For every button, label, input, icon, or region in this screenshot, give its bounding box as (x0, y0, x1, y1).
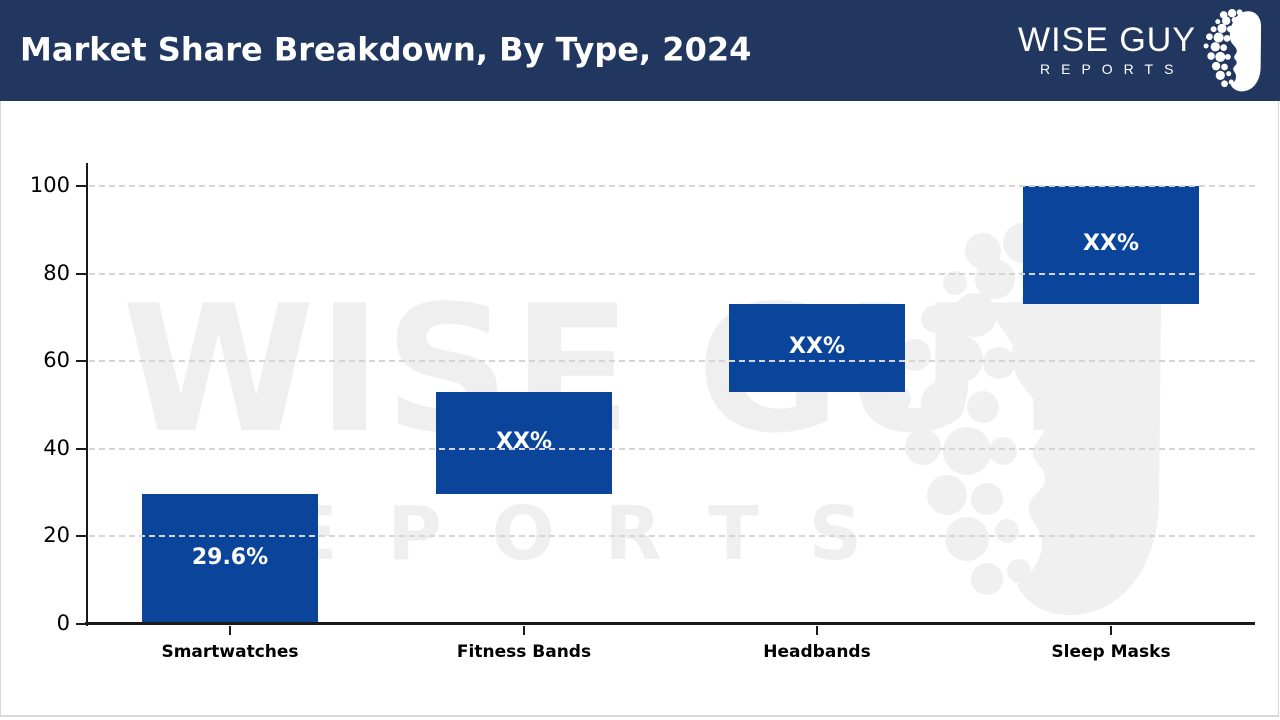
x-tick-0 (229, 626, 231, 635)
y-tick-label-40: 40 (43, 435, 70, 460)
bar-value-label: 29.6% (191, 545, 269, 571)
y-tick-20 (76, 535, 86, 538)
y-tick-100 (76, 185, 86, 187)
x-tick-label-3: Sleep Masks (1051, 642, 1171, 662)
x-tick-label-1: Fitness Bands (456, 642, 592, 662)
gridline-40 (89, 447, 1255, 450)
y-tick-label-20: 20 (43, 523, 70, 548)
bar-value-label: XX% (789, 334, 845, 360)
y-tick-label-60: 60 (43, 348, 70, 373)
y-axis-line (86, 163, 88, 626)
x-tick-3 (1110, 626, 1112, 635)
logo-wordmark: WISE GUY (1018, 21, 1197, 59)
x-tick-2 (816, 626, 818, 635)
y-tick-label-0: 0 (56, 611, 70, 635)
chart-area: WISE GUY REPORTS 0 20 40 60 80 100 29.6% Smartw… (0, 101, 1280, 720)
wise-guy-logo: WISE GUY REPORTS (1018, 7, 1270, 95)
gridline-100 (89, 185, 1255, 187)
y-tick-label-100: 100 (29, 173, 70, 197)
gridline-80 (89, 272, 1255, 275)
bar-fitness-bands (436, 391, 612, 495)
x-tick-label-0: Smartwatches (161, 642, 299, 662)
bar-smartwatches (142, 494, 318, 624)
page-title: Market Share Breakdown, By Type, 2024 (20, 29, 752, 68)
bar-value-label: XX% (496, 429, 552, 455)
bar-headbands (729, 304, 905, 392)
y-tick-label-80: 80 (43, 260, 70, 285)
bar-sleep-masks (1023, 186, 1199, 305)
gridline-60 (89, 360, 1255, 363)
bar-value-label: XX% (1083, 231, 1139, 257)
y-tick-60 (76, 360, 86, 363)
x-tick-label-2: Headbands (763, 642, 871, 662)
y-tick-40 (76, 447, 86, 450)
logo-head-icon (1203, 9, 1262, 92)
gridline-20 (89, 535, 1255, 538)
x-tick-1 (523, 626, 525, 635)
logo-subtitle: REPORTS (1040, 61, 1185, 77)
y-tick-80 (76, 272, 86, 275)
x-axis-line (85, 622, 1255, 625)
header-bar: Market Share Breakdown, By Type, 2024 WI… (0, 0, 1280, 101)
y-tick-0 (76, 623, 86, 625)
